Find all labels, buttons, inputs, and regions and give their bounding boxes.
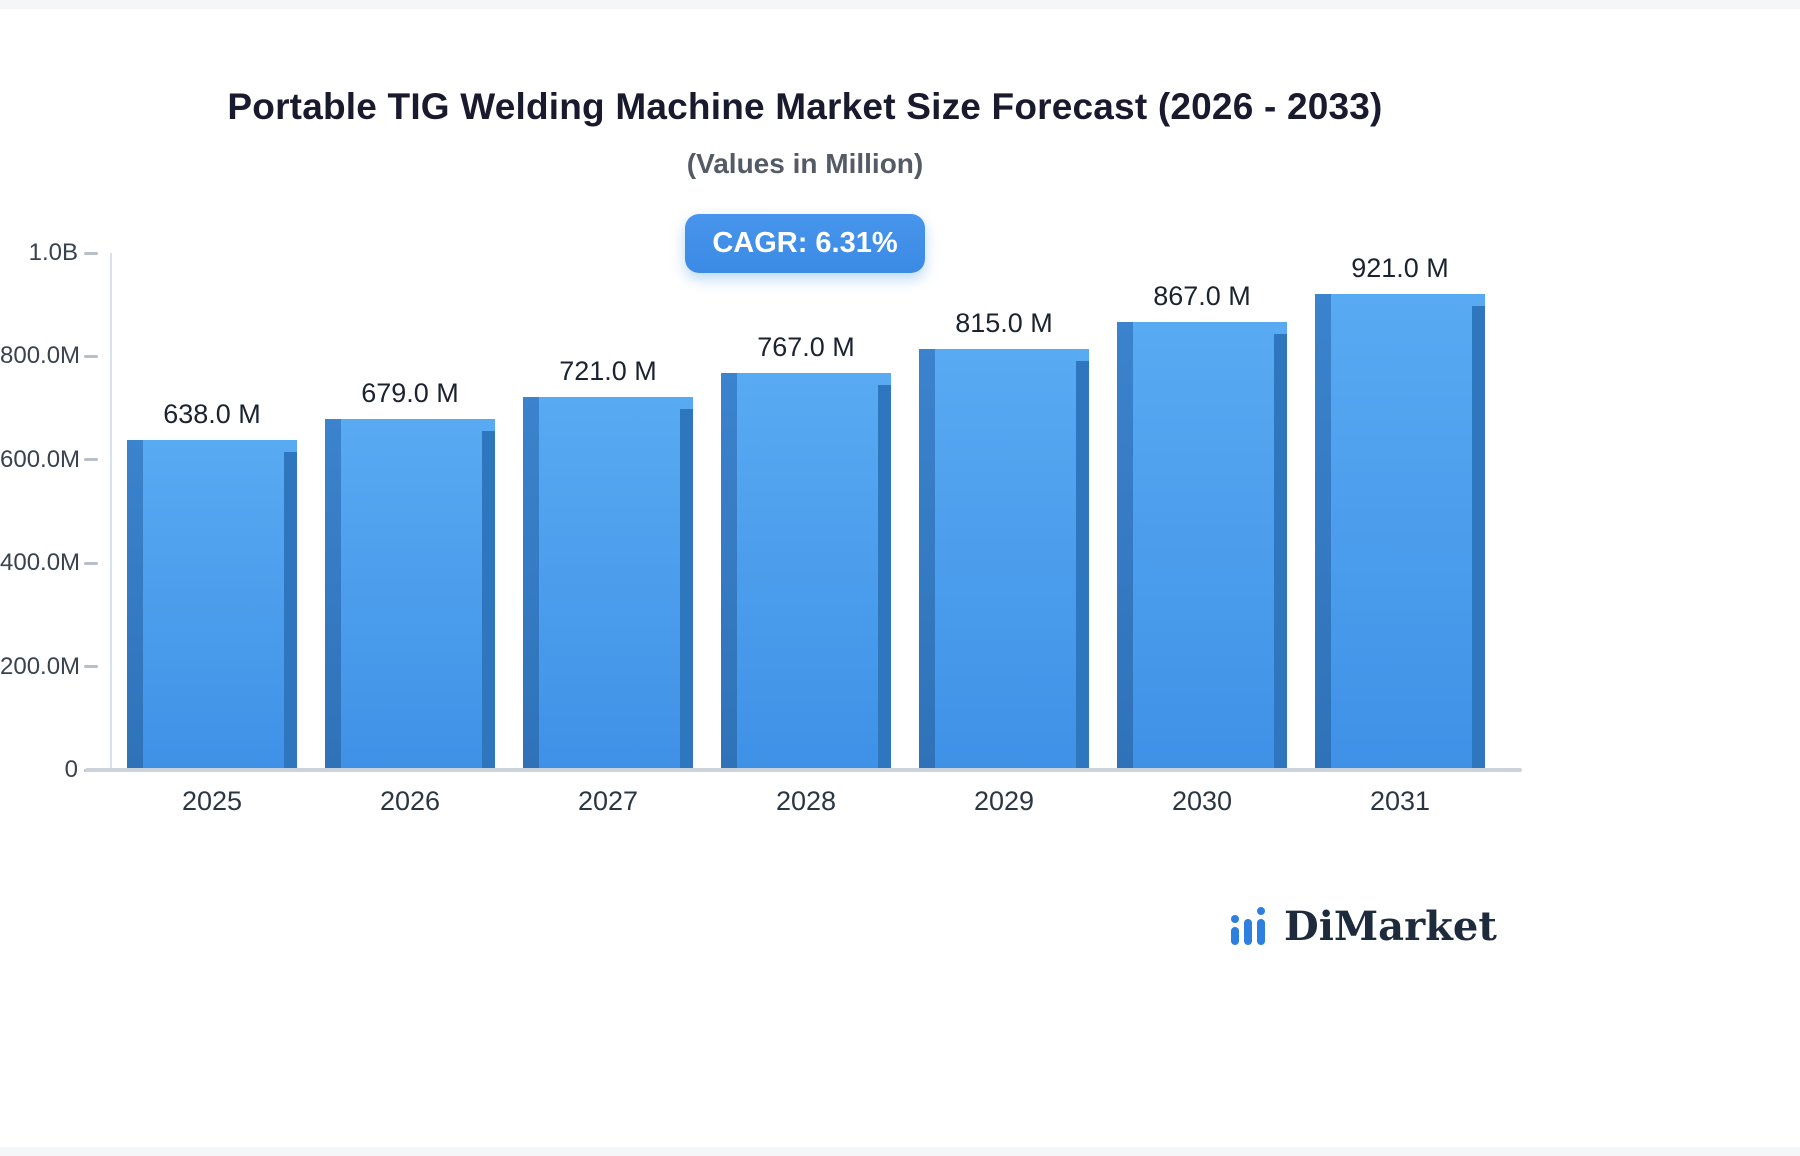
x-axis-label-2026: 2026 xyxy=(379,786,441,816)
x-axis-baseline xyxy=(85,768,1522,772)
y-axis-line xyxy=(110,253,112,770)
bar-value-label: 867.0 M xyxy=(1153,281,1251,311)
cagr-badge: CAGR: 6.31% xyxy=(685,214,925,273)
bar-group-2026: 679.0 M xyxy=(325,378,495,770)
bar-2025: 638.0 M xyxy=(127,399,297,770)
bar-value-label: 679.0 M xyxy=(361,378,459,408)
chart-header: Portable TIG Welding Machine Market Size… xyxy=(0,86,1610,273)
chart-title: Portable TIG Welding Machine Market Size… xyxy=(227,86,1383,127)
y-tick-label: 1.0B xyxy=(28,239,78,266)
bar-value-label: 721.0 M xyxy=(559,356,657,386)
page-edge-bottom xyxy=(0,1147,1800,1156)
bar-group-2031: 921.0 M xyxy=(1315,253,1485,770)
bar-2029: 815.0 M xyxy=(919,308,1089,770)
bars-area: 638.0 M 679.0 M 721.0 M 767.0 M 815.0 M 867.0… xyxy=(127,253,1487,770)
bar-chart-icon xyxy=(1231,907,1265,945)
brand-logo-text: DiMarket xyxy=(1284,903,1497,950)
brand-logo: DiMarket xyxy=(1228,903,1497,947)
page-edge-top xyxy=(0,0,1800,9)
y-tick-mark xyxy=(84,458,98,462)
bar-value-label: 767.0 M xyxy=(757,332,855,362)
y-tick-label: 0 xyxy=(64,756,78,783)
x-axis-label-2028: 2028 xyxy=(775,786,837,816)
chart-subtitle: (Values in Million) xyxy=(686,148,924,179)
bar-group-2025: 638.0 M xyxy=(127,399,297,770)
y-tick-label: 400.0M xyxy=(0,549,81,577)
x-axis-label-2029: 2029 xyxy=(973,786,1035,816)
x-axis-label-2025: 2025 xyxy=(181,786,243,816)
bar-group-2030: 867.0 M xyxy=(1117,281,1287,770)
y-tick: 0 xyxy=(0,756,98,784)
y-tick-label: 800.0M xyxy=(0,342,81,370)
bar-value-label: 815.0 M xyxy=(955,308,1053,338)
bar-2030: 867.0 M xyxy=(1117,281,1287,770)
x-axis-label-2027: 2027 xyxy=(577,786,639,816)
y-tick: 1.0B xyxy=(0,239,98,267)
y-tick-mark xyxy=(84,561,98,565)
bar-group-2029: 815.0 M xyxy=(919,308,1089,770)
y-tick-mark xyxy=(84,665,98,669)
y-tick: 800.0M xyxy=(0,342,98,370)
y-tick: 400.0M xyxy=(0,549,98,577)
bar-group-2027: 721.0 M xyxy=(523,356,693,770)
bar-2028: 767.0 M xyxy=(721,332,891,770)
y-tick: 200.0M xyxy=(0,653,98,681)
y-tick-label: 200.0M xyxy=(0,652,81,680)
bar-2026: 679.0 M xyxy=(325,378,495,770)
bar-group-2028: 767.0 M xyxy=(721,332,891,770)
bar-2031: 921.0 M xyxy=(1315,253,1485,770)
bar-2027: 721.0 M xyxy=(523,356,693,770)
y-tick-mark xyxy=(84,354,98,358)
x-axis-label-2030: 2030 xyxy=(1171,786,1233,816)
x-axis-labels: 2025 2026 2027 2028 2029 2030 2031 xyxy=(127,786,1487,817)
y-tick-mark xyxy=(84,251,98,255)
bar-value-label: 921.0 M xyxy=(1351,253,1449,283)
bar-value-label: 638.0 M xyxy=(163,399,261,429)
y-tick-label: 600.0M xyxy=(0,445,81,473)
y-tick: 600.0M xyxy=(0,446,98,474)
x-axis-label-2031: 2031 xyxy=(1369,786,1431,816)
